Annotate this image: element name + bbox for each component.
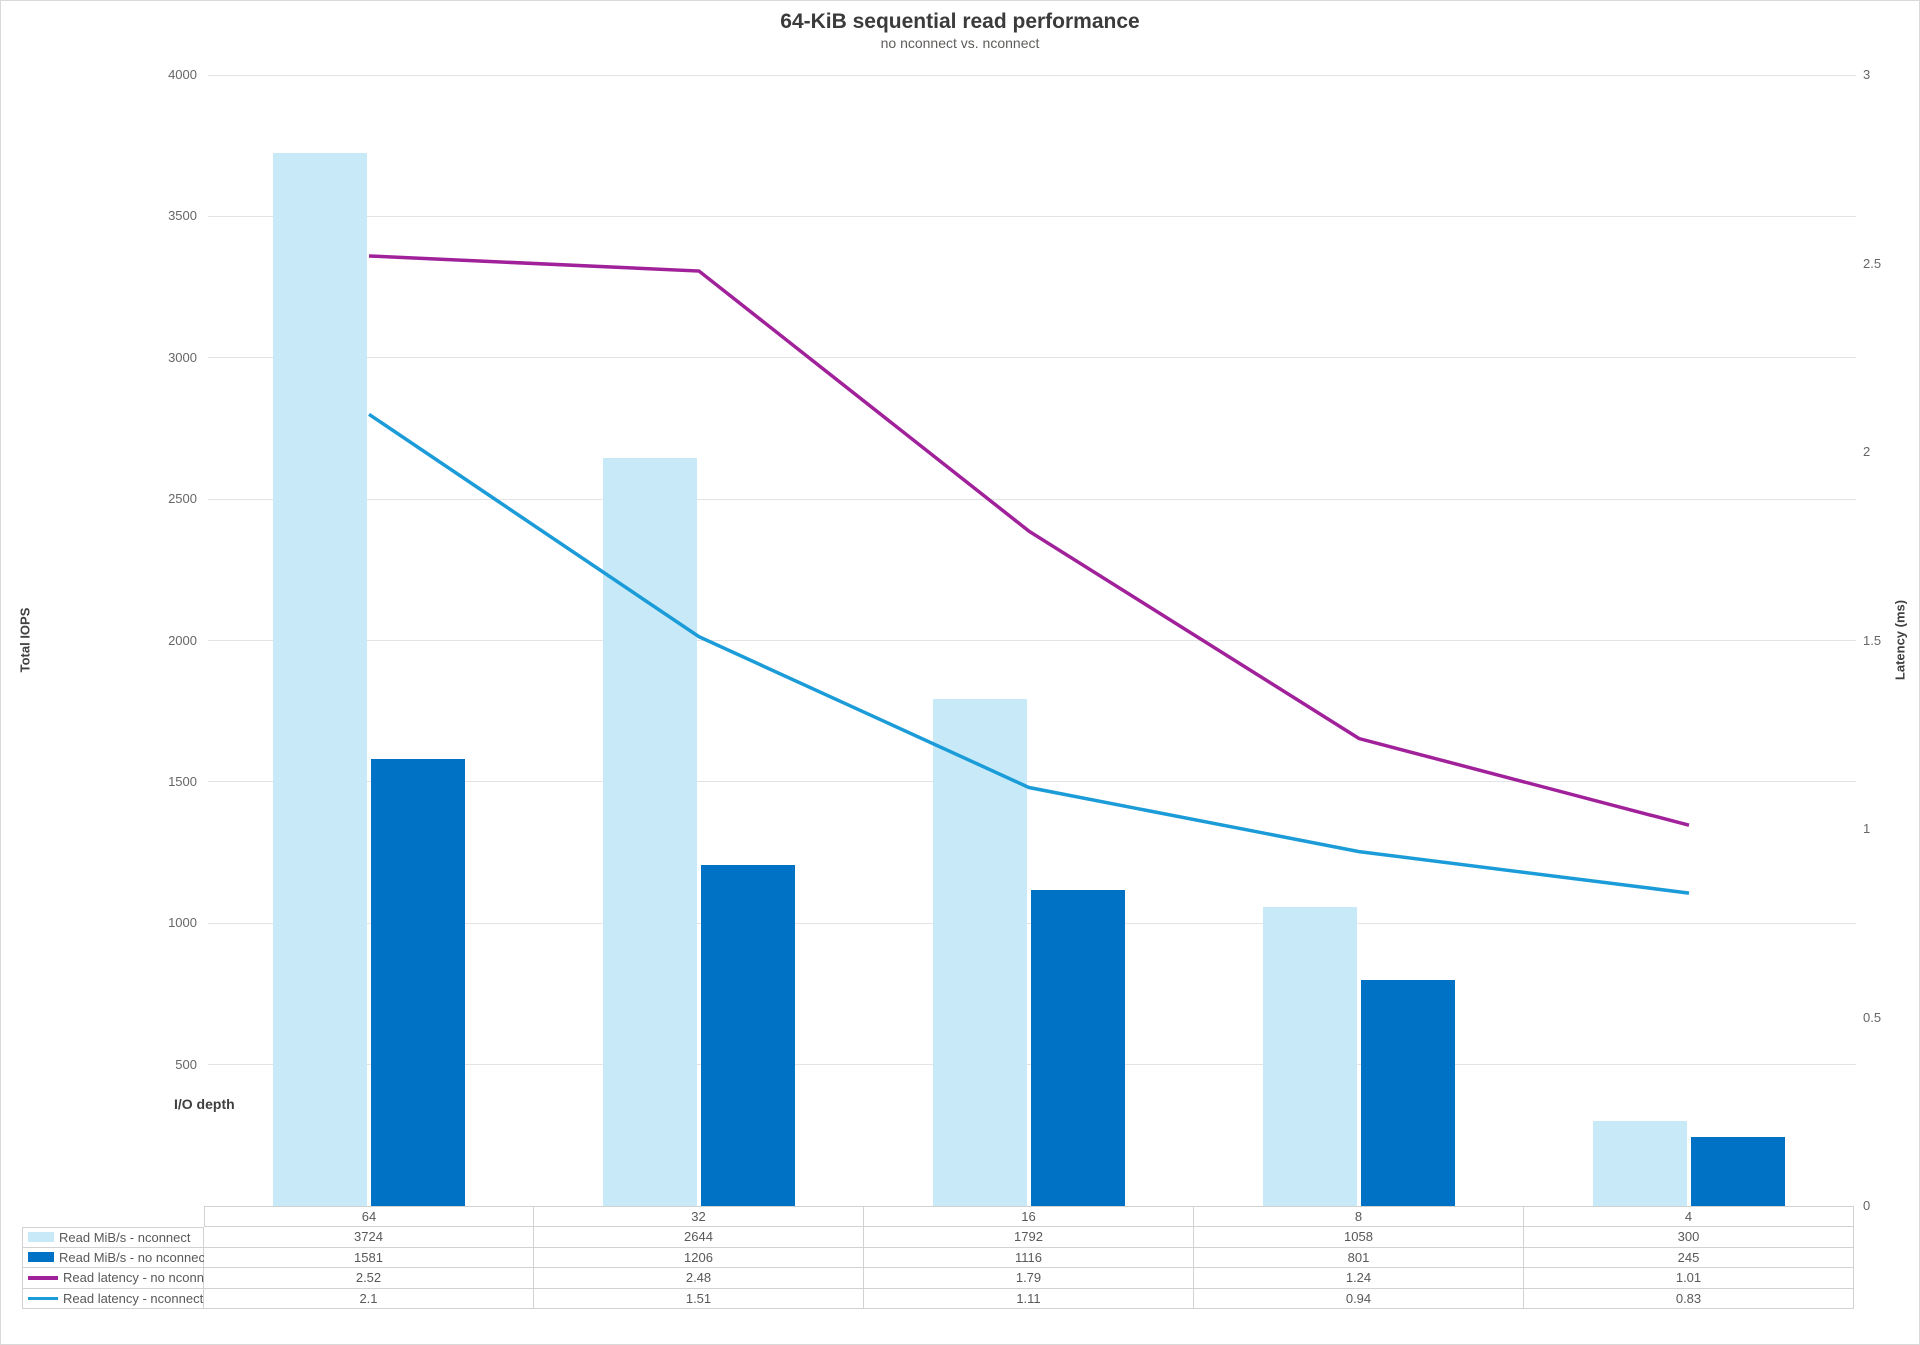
right-axis-tick-label: 1.5 <box>1863 632 1882 648</box>
left-axis-tick-label: 2000 <box>168 632 197 648</box>
table-cell-read-mib-s-no-nconnect-16: 1116 <box>864 1247 1194 1268</box>
table-cell-read-latency-no-nconnect-16: 1.79 <box>864 1268 1194 1289</box>
right-axis-tick-label: 1 <box>1863 821 1871 836</box>
left-axis-tick-label: 3500 <box>168 208 197 224</box>
bar-read-mib-s-nconnect-16[interactable] <box>933 699 1027 1206</box>
table-cell-read-latency-nconnect-4: 0.83 <box>1524 1288 1854 1309</box>
table-cell-read-latency-no-nconnect-8: 1.24 <box>1194 1268 1524 1289</box>
legend-label-read-latency-nconnect: Read latency - nconnect <box>63 1290 204 1306</box>
table-cell-read-mib-s-no-nconnect-4: 245 <box>1524 1247 1854 1268</box>
right-axis-tick-label: 0.5 <box>1863 1009 1882 1025</box>
table-corner-cell <box>22 1206 204 1227</box>
chart-subtitle: no nconnect vs. nconnect <box>880 35 1040 51</box>
legend-label-read-latency-no-nconnect: Read latency - no nconnect <box>63 1270 222 1286</box>
gridline <box>208 498 1856 500</box>
legend-swatch-read-latency-no-nconnect <box>28 1276 58 1280</box>
bar-read-mib-s-no-nconnect-64[interactable] <box>371 758 465 1206</box>
table-cell-read-latency-no-nconnect-4: 1.01 <box>1524 1268 1854 1289</box>
x-axis-title: I/O depth <box>174 1096 235 1112</box>
left-axis-tick-label: 4000 <box>168 67 197 82</box>
table-cell-read-mib-s-no-nconnect-64: 1581 <box>204 1247 534 1268</box>
table-cell-read-mib-s-nconnect-8: 1058 <box>1194 1227 1524 1248</box>
legend-label-read-mib-s-no-nconnect: Read MiB/s - no nconnect <box>59 1249 209 1265</box>
table-cell-read-mib-s-nconnect-32: 2644 <box>534 1227 864 1248</box>
table-header-cell-4: 4 <box>1524 1206 1854 1227</box>
gridline <box>208 74 1856 76</box>
gridline <box>208 215 1856 217</box>
table-cell-read-latency-nconnect-64: 2.1 <box>204 1288 534 1309</box>
bar-read-mib-s-no-nconnect-8[interactable] <box>1361 979 1455 1206</box>
table-cell-read-mib-s-nconnect-64: 3724 <box>204 1227 534 1248</box>
bar-read-mib-s-no-nconnect-32[interactable] <box>701 865 795 1206</box>
table-cell-read-latency-nconnect-16: 1.11 <box>864 1288 1194 1309</box>
table-cell-read-latency-no-nconnect-64: 2.52 <box>204 1268 534 1289</box>
legend-cell-read-mib-s-no-nconnect: Read MiB/s - no nconnect <box>22 1247 209 1268</box>
legend-cell-read-mib-s-nconnect: Read MiB/s - nconnect <box>22 1227 204 1248</box>
left-axis-tick-label: 500 <box>175 1056 197 1072</box>
chart-title: 64-KiB sequential read performance <box>780 10 1140 33</box>
line-read-latency-no-nconnect[interactable] <box>368 254 1690 827</box>
table-header-cell-32: 32 <box>534 1206 864 1227</box>
table-cell-read-latency-nconnect-32: 1.51 <box>534 1288 864 1309</box>
table-cell-read-mib-s-no-nconnect-32: 1206 <box>534 1247 864 1268</box>
right-axis-tick-label: 3 <box>1863 67 1871 82</box>
left-axis-tick-label: 2500 <box>168 491 197 507</box>
table-cell-read-latency-no-nconnect-32: 2.48 <box>534 1268 864 1289</box>
bar-read-mib-s-nconnect-64[interactable] <box>273 153 367 1206</box>
right-axis-tick-label: 2.5 <box>1863 255 1882 271</box>
data-table: 64 32 16 8 4 Read MiB/s - nconnect 3724 2644 179… <box>22 1206 1854 1309</box>
bar-read-mib-s-nconnect-4[interactable] <box>1593 1121 1687 1206</box>
legend-cell-read-latency-no-nconnect: Read latency - no nconnect <box>22 1268 221 1289</box>
legend-swatch-read-mib-s-no-nconnect <box>28 1252 54 1263</box>
table-cell-read-mib-s-no-nconnect-8: 801 <box>1194 1247 1524 1268</box>
right-axis-tick-label: 0 <box>1863 1198 1871 1213</box>
table-cell-read-mib-s-nconnect-4: 300 <box>1524 1227 1854 1248</box>
table-header-cell-16: 16 <box>864 1206 1194 1227</box>
table-cell-read-latency-nconnect-8: 0.94 <box>1194 1288 1524 1309</box>
legend-swatch-read-latency-nconnect <box>28 1296 58 1300</box>
left-axis-tick-label: 3000 <box>168 349 197 365</box>
gridline <box>208 640 1856 641</box>
legend-label-read-mib-s-nconnect: Read MiB/s - nconnect <box>59 1229 191 1245</box>
plot-area <box>208 74 1856 1206</box>
line-layer <box>368 254 1690 895</box>
bar-read-mib-s-nconnect-8[interactable] <box>1263 906 1357 1206</box>
bar-read-mib-s-no-nconnect-4[interactable] <box>1691 1136 1785 1206</box>
line-read-latency-nconnect[interactable] <box>368 412 1690 895</box>
bar-read-mib-s-no-nconnect-16[interactable] <box>1031 890 1125 1206</box>
legend-cell-read-latency-nconnect: Read latency - nconnect <box>22 1288 204 1309</box>
table-header-cell-64: 64 <box>204 1206 534 1227</box>
left-axis-title: Total IOPS <box>17 607 33 673</box>
left-axis-tick-label: 1500 <box>168 773 197 789</box>
right-axis-tick-label: 2 <box>1863 444 1871 459</box>
table-cell-read-mib-s-nconnect-16: 1792 <box>864 1227 1194 1248</box>
left-axis-tick-label: 1000 <box>168 915 197 931</box>
gridline <box>208 357 1856 359</box>
gridline <box>208 781 1856 783</box>
legend-swatch-read-mib-s-nconnect <box>28 1232 54 1243</box>
table-header-cell-8: 8 <box>1194 1206 1524 1227</box>
